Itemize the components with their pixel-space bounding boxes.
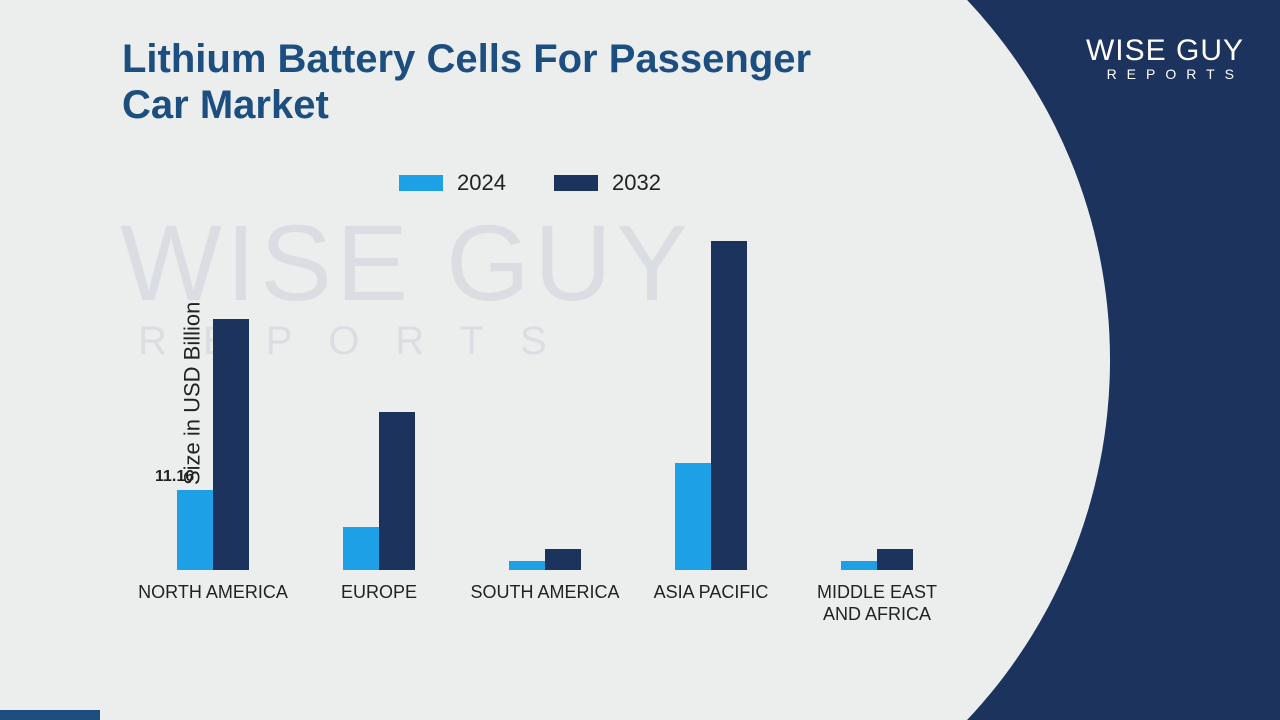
bar-group-2 bbox=[462, 212, 628, 570]
bar-2032 bbox=[877, 549, 913, 570]
bar-2032 bbox=[213, 319, 249, 570]
bar-2032 bbox=[379, 412, 415, 570]
brand-logo-sub: REPORTS bbox=[1086, 66, 1244, 82]
bar-2032 bbox=[711, 241, 747, 570]
bar-group-4 bbox=[794, 212, 960, 570]
bar-group-1 bbox=[296, 212, 462, 570]
legend-label-2032: 2032 bbox=[612, 170, 661, 196]
legend-item-2032: 2032 bbox=[554, 170, 661, 196]
chart-area: Market Size in USD Billion 2024 2032 11.… bbox=[100, 170, 960, 690]
legend-label-2024: 2024 bbox=[457, 170, 506, 196]
bar-2024 bbox=[509, 561, 545, 570]
bar-2024 bbox=[841, 561, 877, 570]
brand-logo-main: WISE GUY bbox=[1086, 34, 1244, 68]
bar-2024 bbox=[675, 463, 711, 570]
x-label-4: MIDDLE EAST AND AFRICA bbox=[794, 578, 960, 690]
bar-group-0: 11.16 bbox=[130, 212, 296, 570]
footer-accent-bar bbox=[0, 710, 100, 720]
chart-title: Lithium Battery Cells For Passenger Car … bbox=[122, 36, 862, 128]
bar-group-3 bbox=[628, 212, 794, 570]
bar-groups: 11.16 bbox=[130, 212, 960, 570]
x-label-1: EUROPE bbox=[296, 578, 462, 690]
bar-value-label: 11.16 bbox=[155, 468, 194, 486]
legend-swatch-2024 bbox=[399, 175, 443, 191]
bar-2024 bbox=[343, 527, 379, 570]
x-axis-labels: NORTH AMERICA EUROPE SOUTH AMERICA ASIA … bbox=[130, 578, 960, 690]
brand-logo: WISE GUY REPORTS bbox=[1086, 34, 1244, 82]
x-label-0: NORTH AMERICA bbox=[130, 578, 296, 690]
legend: 2024 2032 bbox=[100, 170, 960, 196]
legend-swatch-2032 bbox=[554, 175, 598, 191]
x-label-3: ASIA PACIFIC bbox=[628, 578, 794, 690]
bar-2032 bbox=[545, 549, 581, 570]
x-label-2: SOUTH AMERICA bbox=[462, 578, 628, 690]
legend-item-2024: 2024 bbox=[399, 170, 506, 196]
page-root: WISE GUY REPORTS Lithium Battery Cells F… bbox=[0, 0, 1280, 720]
plot-area: 11.16 bbox=[130, 212, 960, 570]
right-brand-panel bbox=[960, 0, 1280, 720]
bar-2024 bbox=[177, 490, 213, 570]
